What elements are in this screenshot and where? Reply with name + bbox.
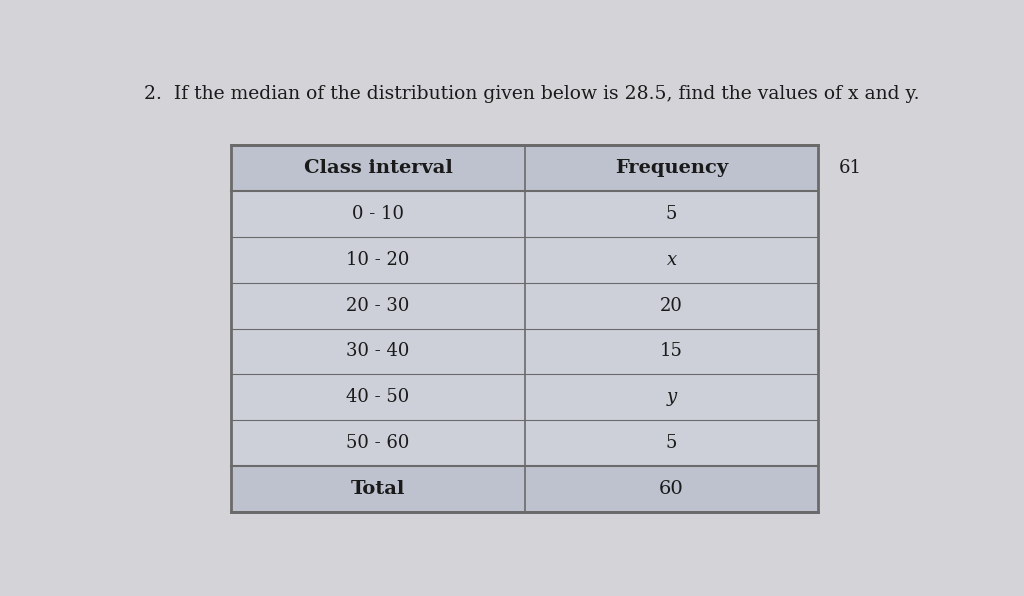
Text: 40 - 50: 40 - 50: [346, 389, 410, 406]
Text: 15: 15: [660, 343, 683, 361]
Text: 5: 5: [666, 205, 677, 223]
Text: 30 - 40: 30 - 40: [346, 343, 410, 361]
Text: 0 - 10: 0 - 10: [352, 205, 404, 223]
Text: x: x: [667, 251, 677, 269]
Text: Class interval: Class interval: [303, 159, 453, 177]
Text: 10 - 20: 10 - 20: [346, 251, 410, 269]
Text: 20: 20: [660, 297, 683, 315]
Text: 2.  If the median of the distribution given below is 28.5, find the values of x : 2. If the median of the distribution giv…: [143, 85, 920, 103]
Text: 5: 5: [666, 434, 677, 452]
Text: y: y: [667, 389, 677, 406]
Text: 20 - 30: 20 - 30: [346, 297, 410, 315]
Text: Frequency: Frequency: [615, 159, 728, 177]
Text: 50 - 60: 50 - 60: [346, 434, 410, 452]
Text: 61: 61: [839, 159, 861, 177]
Text: 60: 60: [659, 480, 684, 498]
Text: Total: Total: [351, 480, 406, 498]
